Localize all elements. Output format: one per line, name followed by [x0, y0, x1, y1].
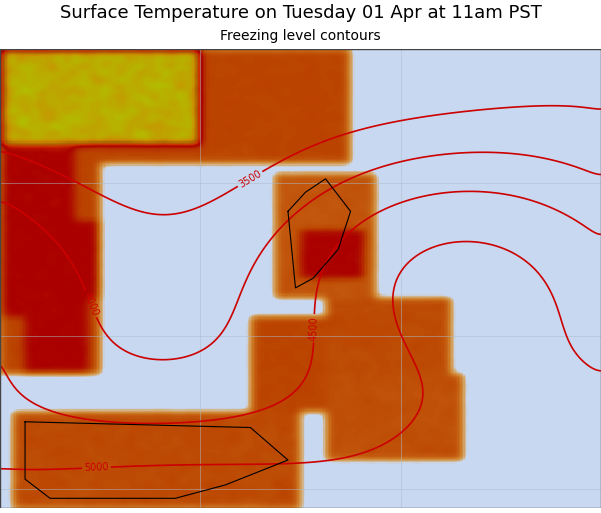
Text: 3500: 3500 [237, 168, 263, 190]
Text: 4000: 4000 [82, 291, 100, 318]
Text: Surface Temperature on Tuesday 01 Apr at 11am PST: Surface Temperature on Tuesday 01 Apr at… [59, 4, 542, 22]
Text: Freezing level contours: Freezing level contours [220, 29, 381, 43]
Text: 4500: 4500 [309, 316, 319, 341]
Text: 5000: 5000 [84, 462, 109, 473]
